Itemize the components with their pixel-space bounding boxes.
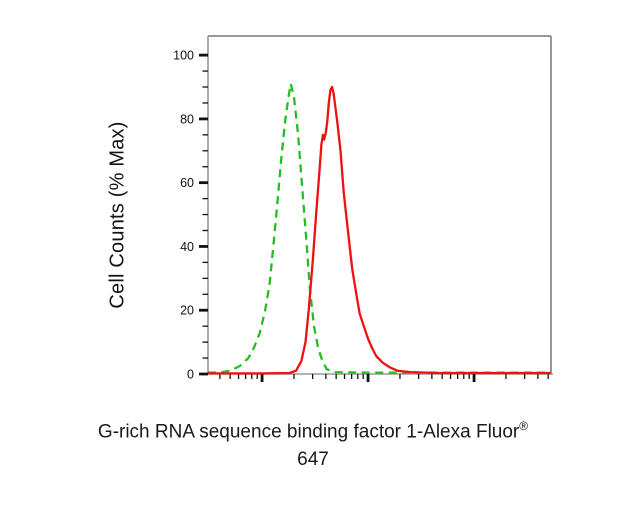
y-tick-label: 60 [180,176,194,190]
green-dashed-curve [207,82,551,374]
y-tick-label: 40 [180,240,194,254]
y-tick-label: 20 [180,304,194,318]
y-tick-label: 100 [173,49,194,63]
y-axis-title: Cell Counts (% Max) [106,121,129,309]
x-axis-caption-line2: 647 [297,448,329,470]
x-axis-caption-line1: G-rich RNA sequence binding factor 1-Ale… [97,419,529,443]
y-tick-label: 80 [180,112,194,126]
x-axis-caption: G-rich RNA sequence binding factor 1-Ale… [13,418,613,473]
red-solid-curve [208,85,551,375]
y-tick-label: 0 [187,368,194,382]
registered-trademark-symbol: ® [519,419,529,433]
